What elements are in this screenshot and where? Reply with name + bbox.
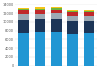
Bar bbox=[84, 10, 94, 11]
Bar bbox=[51, 10, 62, 13]
Bar bbox=[84, 33, 94, 66]
Bar bbox=[51, 32, 62, 66]
Bar bbox=[18, 20, 29, 33]
Bar bbox=[84, 21, 94, 33]
Bar bbox=[51, 19, 62, 32]
Bar bbox=[67, 11, 78, 12]
Bar bbox=[18, 10, 29, 14]
Bar bbox=[84, 11, 94, 12]
Bar bbox=[67, 21, 78, 34]
Bar bbox=[35, 7, 45, 9]
Bar bbox=[18, 14, 29, 20]
Bar bbox=[84, 16, 94, 21]
Bar bbox=[67, 10, 78, 11]
Bar bbox=[51, 8, 62, 10]
Bar bbox=[35, 32, 45, 66]
Bar bbox=[67, 16, 78, 21]
Bar bbox=[35, 19, 45, 32]
Bar bbox=[35, 9, 45, 10]
Bar bbox=[51, 7, 62, 8]
Bar bbox=[18, 33, 29, 66]
Bar bbox=[35, 14, 45, 19]
Bar bbox=[67, 34, 78, 66]
Bar bbox=[18, 9, 29, 10]
Bar bbox=[18, 8, 29, 9]
Bar bbox=[67, 12, 78, 16]
Bar bbox=[84, 12, 94, 16]
Bar bbox=[51, 13, 62, 19]
Bar bbox=[35, 10, 45, 14]
